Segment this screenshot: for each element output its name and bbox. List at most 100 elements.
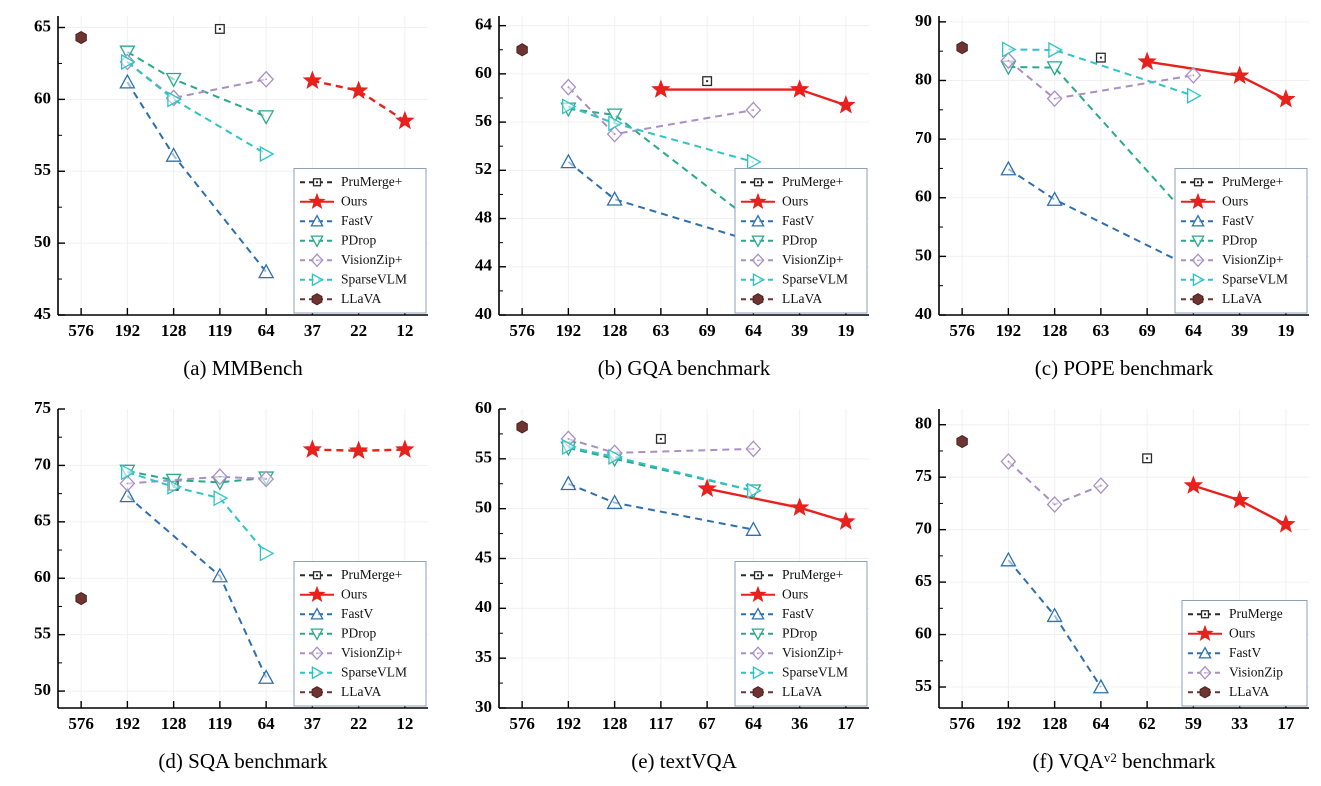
y-tick-label: 75 <box>34 398 51 417</box>
data-point-sparsevlm <box>120 53 136 71</box>
data-point-llava <box>516 420 528 434</box>
data-point-sparsevlm <box>259 545 275 562</box>
legend-marker-visionzip <box>1198 665 1212 680</box>
x-axis-ticks: 576 192 128 63 69 64 39 19 <box>509 308 854 340</box>
legend-marker-fastv <box>310 214 324 227</box>
legend-marker-visionzipplus <box>751 253 765 268</box>
legend-label-prumergeplus: PruMerge+ <box>782 567 843 582</box>
chart-e: 30 35 40 45 50 55 60 576 192 128 117 67 64 36 17 PruMer… <box>475 398 869 773</box>
y-tick-label: 65 <box>915 571 932 590</box>
x-tick-label: 64 <box>1185 321 1203 340</box>
x-axis-ticks: 576 192 128 63 69 64 39 19 <box>949 308 1294 340</box>
legend-label-pdrop: PDrop <box>1222 232 1258 247</box>
x-tick-label: 119 <box>208 321 233 340</box>
legend-label-pdrop: PDrop <box>782 625 818 640</box>
y-tick-label: 60 <box>475 398 492 417</box>
legend-marker-ours <box>308 192 326 210</box>
data-point-fastv <box>560 475 577 491</box>
legend-marker-fastv <box>1191 214 1205 227</box>
data-point-ours <box>836 95 856 114</box>
x-axis-ticks: 576 192 128 119 64 37 22 12 <box>68 701 413 733</box>
data-point-prumergeplus <box>1142 453 1153 464</box>
legend-c: PruMerge+ Ours FastV PDrop VisionZip+ SparseV… <box>1174 168 1308 314</box>
legend-label-visionzipplus: VisionZip+ <box>1222 252 1284 267</box>
y-axis-ticks: 30 35 40 45 50 55 60 <box>475 398 506 716</box>
data-point-visionzipplus <box>1185 66 1202 84</box>
x-tick-label: 192 <box>556 321 582 340</box>
x-tick-label: 19 <box>1277 321 1294 340</box>
x-tick-label: 22 <box>350 714 367 733</box>
legend-marker-visionzipplus <box>310 253 324 268</box>
y-tick-label: 52 <box>475 159 492 178</box>
y-tick-label: 60 <box>34 88 51 107</box>
data-point-llava <box>75 30 87 45</box>
legend-marker-prumergeplus <box>312 178 322 187</box>
legend-d: PruMerge+ Ours FastV PDrop VisionZip+ SparseV… <box>293 561 427 707</box>
y-tick-label: 40 <box>915 304 932 323</box>
x-tick-label: 17 <box>837 714 855 733</box>
legend-label-llava: LLaVA <box>341 684 381 699</box>
panel-a: 45 50 55 60 65 576 192 128 119 64 37 22 12 PruMerge+ O… <box>0 0 440 393</box>
legend-marker-prumergeplus <box>753 571 763 580</box>
y-axis-ticks: 50 55 60 65 70 75 <box>34 398 65 699</box>
legend-marker-sparsevlm <box>752 666 765 680</box>
legend-label-visionzipplus: VisionZip+ <box>341 645 403 660</box>
legend-label-fastv: FastV <box>1222 213 1255 228</box>
legend-marker-pdrop <box>751 628 765 641</box>
axes <box>57 16 428 316</box>
y-tick-label: 60 <box>475 63 492 82</box>
legend-marker-pdrop <box>310 628 324 641</box>
x-tick-label: 192 <box>115 321 141 340</box>
data-point-fastv <box>560 153 577 169</box>
data-point-ours <box>1137 51 1157 70</box>
series-line-pdrop <box>568 446 754 492</box>
x-tick-label: 39 <box>791 321 808 340</box>
data-point-fastv <box>745 521 762 536</box>
x-tick-label: 128 <box>161 714 187 733</box>
x-axis-ticks: 576 192 128 64 62 59 33 17 <box>949 701 1295 733</box>
y-tick-label: 60 <box>915 187 932 206</box>
data-point-fastv <box>1046 607 1063 623</box>
data-point-ours <box>1229 490 1250 509</box>
series-line-pdrop <box>1008 66 1195 224</box>
data-point-sparsevlm <box>608 115 623 132</box>
data-point-pdrop <box>119 45 136 61</box>
data-point-fastv <box>119 487 136 503</box>
series-line-ours <box>312 79 406 122</box>
x-tick-label: 64 <box>258 321 276 340</box>
y-tick-label: 80 <box>915 69 932 88</box>
series-line-fastv <box>1007 168 1194 269</box>
data-point-visionzipplus <box>1000 52 1017 70</box>
legend-marker-visionzipplus <box>751 646 765 661</box>
x-tick-label: 37 <box>304 321 322 340</box>
data-point-visionzipplus <box>258 70 275 88</box>
x-tick-label: 576 <box>949 714 975 733</box>
x-axis-ticks: 576 192 128 119 64 37 22 12 <box>68 308 413 340</box>
y-tick-label: 44 <box>475 256 493 275</box>
x-tick-label: 39 <box>1231 321 1248 340</box>
data-point-ours <box>789 497 810 516</box>
x-tick-label: 128 <box>1042 321 1068 340</box>
y-tick-label: 64 <box>475 15 493 34</box>
data-series <box>516 420 856 536</box>
data-point-visionzipplus <box>211 468 228 486</box>
x-tick-label: 576 <box>68 714 94 733</box>
data-point-ours <box>697 478 717 497</box>
series-line-sparsevlm <box>1008 48 1194 97</box>
y-tick-label: 60 <box>915 623 932 642</box>
legend-label-visionzipplus: VisionZip+ <box>782 252 844 267</box>
series-line-fastv <box>567 161 754 243</box>
data-point-visionzipplus <box>1046 90 1063 108</box>
legend-marker-llava <box>752 686 764 699</box>
data-point-ours <box>651 79 671 98</box>
y-axis-ticks: 40 50 60 70 80 90 <box>915 11 946 323</box>
y-tick-label: 70 <box>34 454 51 473</box>
legend-label-fastv: FastV <box>1229 645 1262 660</box>
y-axis-ticks: 40 44 48 52 56 60 64 <box>475 15 506 323</box>
series-line-pdrop <box>568 107 754 223</box>
legend-label-visionzip: VisionZip <box>1229 664 1283 679</box>
panel-f: 55 60 65 70 75 80 576 192 128 64 62 59 33 17 PruMerge O… <box>881 393 1321 786</box>
data-point-pdrop <box>258 110 275 125</box>
y-tick-label: 60 <box>34 567 51 586</box>
